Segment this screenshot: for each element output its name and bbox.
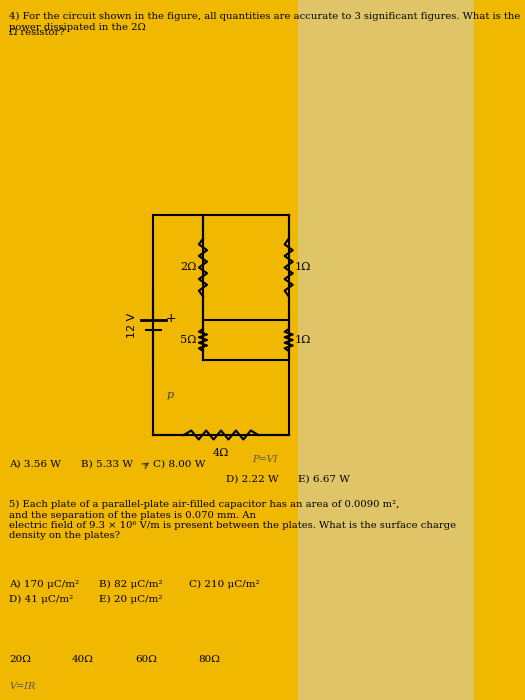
Text: B) 5.33 W: B) 5.33 W (81, 460, 133, 469)
FancyBboxPatch shape (298, 0, 474, 700)
Text: 4) For the circuit shown in the figure, all quantities are accurate to 3 signifi: 4) For the circuit shown in the figure, … (9, 12, 520, 32)
Text: E) 6.67 W: E) 6.67 W (298, 475, 350, 484)
Text: 1Ω: 1Ω (295, 335, 311, 345)
Text: E) 20 μC/m²: E) 20 μC/m² (99, 595, 163, 604)
Text: A) 170 μC/m²: A) 170 μC/m² (9, 580, 79, 589)
FancyBboxPatch shape (0, 0, 307, 700)
Text: D) 2.22 W: D) 2.22 W (226, 475, 278, 484)
Text: 5Ω: 5Ω (181, 335, 197, 345)
Text: C) 8.00 W: C) 8.00 W (153, 460, 206, 469)
Text: D) 41 μC/m²: D) 41 μC/m² (9, 595, 74, 604)
Text: 20Ω: 20Ω (9, 655, 31, 664)
Text: 5) Each plate of a parallel-plate air-filled capacitor has an area of 0.0090 m²,: 5) Each plate of a parallel-plate air-fi… (9, 500, 456, 540)
Text: 40Ω: 40Ω (72, 655, 94, 664)
Text: P=VI: P=VI (253, 456, 278, 465)
Text: C) 210 μC/m²: C) 210 μC/m² (190, 580, 260, 589)
Text: A) 3.56 W: A) 3.56 W (9, 460, 61, 469)
Text: 80Ω: 80Ω (198, 655, 220, 664)
Text: 2Ω: 2Ω (181, 262, 197, 272)
Text: +: + (166, 312, 177, 326)
Text: Ω resistor?: Ω resistor? (9, 28, 65, 37)
Text: B) 82 μC/m²: B) 82 μC/m² (99, 580, 163, 589)
Text: p: p (167, 390, 174, 400)
Text: 12 V: 12 V (127, 312, 136, 337)
Text: V=IR: V=IR (9, 682, 35, 691)
Text: 4Ω: 4Ω (213, 448, 229, 458)
Text: 1Ω: 1Ω (295, 262, 311, 272)
Text: 60Ω: 60Ω (135, 655, 157, 664)
